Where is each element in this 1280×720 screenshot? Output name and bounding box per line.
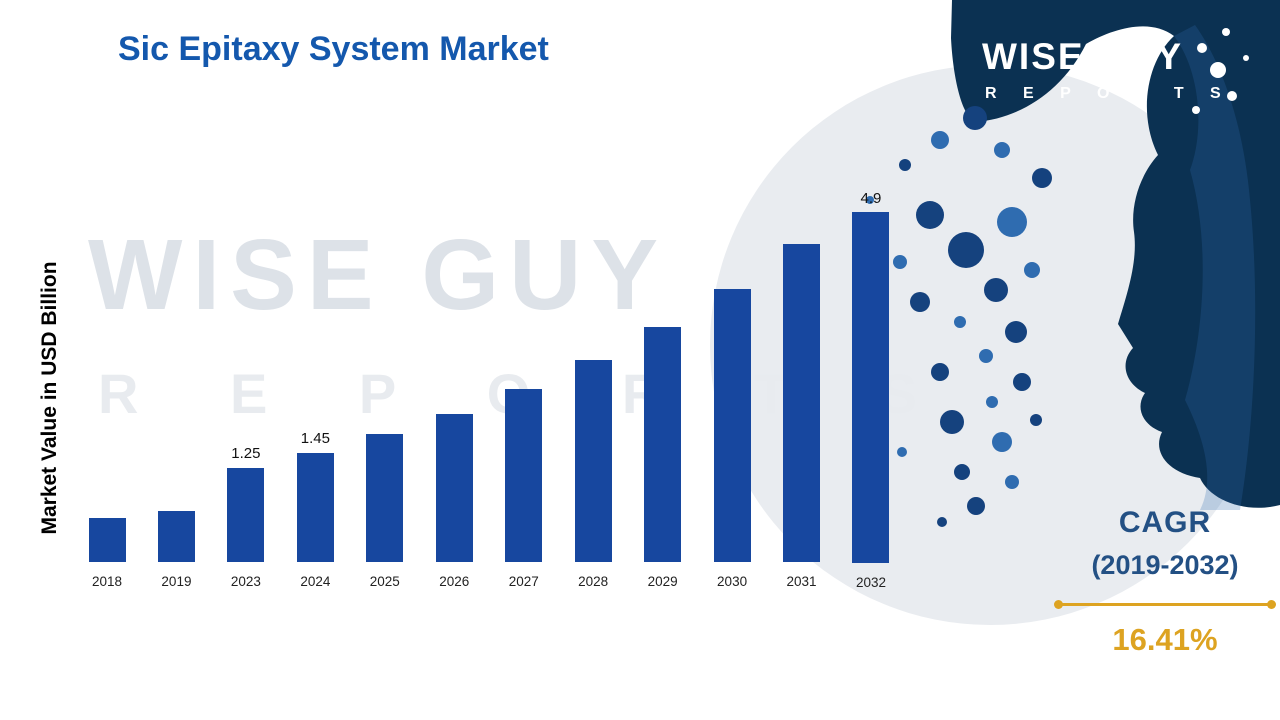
dot-pattern bbox=[866, 106, 1052, 527]
cagr-label: CAGR bbox=[1118, 506, 1212, 539]
x-tick-2029: 2029 bbox=[647, 574, 678, 589]
bar-2018 bbox=[88, 518, 126, 562]
x-tick-2018: 2018 bbox=[91, 574, 123, 589]
bar-col-2024: 1.45 2024 bbox=[286, 190, 344, 590]
bar-2031 bbox=[783, 244, 821, 562]
bar-col-2019: 2019 bbox=[147, 190, 205, 590]
face-profile-icon bbox=[951, 0, 1280, 508]
bar-col-2027: 2027 bbox=[495, 190, 553, 590]
bar-col-2026: 2026 bbox=[425, 190, 483, 590]
cagr-value: 16.41% bbox=[1112, 622, 1218, 657]
bar-col-2028: 2028 bbox=[564, 190, 622, 590]
bar-col-2018: 2018 bbox=[78, 190, 136, 590]
x-tick-2027: 2027 bbox=[508, 574, 539, 589]
bar-2029 bbox=[644, 327, 682, 562]
logo-dot-pattern bbox=[1192, 28, 1249, 114]
bar-chart: 2018 2019 1.25 2023 1.45 2024 2025 2026 2027 2028… bbox=[78, 190, 900, 620]
divider-dot-left bbox=[1054, 600, 1063, 609]
bar-col-2030: 2030 bbox=[703, 190, 761, 590]
x-tick-2023: 2023 bbox=[230, 574, 261, 589]
bar-2023 bbox=[227, 468, 265, 562]
bar-2027 bbox=[505, 389, 543, 562]
bar-2030 bbox=[713, 289, 751, 562]
bar-2032 bbox=[852, 212, 890, 563]
divider-dot-right bbox=[1267, 600, 1276, 609]
bar-col-2031: 2031 bbox=[773, 190, 831, 590]
logo: WISE GUY R E P O R T S bbox=[982, 36, 1232, 103]
bar-2019 bbox=[157, 511, 195, 562]
x-tick-2019: 2019 bbox=[161, 574, 192, 589]
bar-2025 bbox=[366, 434, 404, 562]
logo-wiseguy: WISE GUY bbox=[982, 36, 1184, 77]
x-tick-2026: 2026 bbox=[439, 574, 470, 589]
bar-col-2029: 2029 bbox=[634, 190, 692, 590]
cagr-block: CAGR (2019-2032) 16.41% bbox=[1052, 506, 1278, 658]
bar-value-label: 1.25 bbox=[231, 445, 261, 462]
y-axis-label: Market Value in USD Billion bbox=[38, 261, 61, 535]
bar-col-2032: 4.9 2032 bbox=[842, 190, 900, 590]
x-tick-2028: 2028 bbox=[578, 574, 609, 589]
bar-value-label: 4.9 bbox=[860, 190, 882, 207]
x-tick-2030: 2030 bbox=[717, 574, 748, 589]
bar-2028 bbox=[574, 360, 612, 562]
x-tick-2025: 2025 bbox=[369, 574, 400, 589]
logo-reports: R E P O R T S bbox=[985, 85, 1232, 102]
x-tick-2031: 2031 bbox=[786, 574, 817, 589]
bar-2026 bbox=[435, 414, 473, 562]
bar-col-2025: 2025 bbox=[356, 190, 414, 590]
bar-value-label: 1.45 bbox=[300, 430, 330, 447]
bar-col-2023: 1.25 2023 bbox=[217, 190, 275, 590]
bars: 2018 2019 1.25 2023 1.45 2024 2025 2026 2027 2028… bbox=[78, 190, 900, 590]
x-tick-2032: 2032 bbox=[855, 574, 886, 590]
cagr-divider bbox=[1054, 600, 1276, 609]
page-title: Sic Epitaxy System Market bbox=[118, 30, 549, 68]
bar-2024 bbox=[296, 453, 334, 562]
background-circle bbox=[710, 65, 1270, 625]
watermark-wiseguy: WISE GUY bbox=[88, 219, 669, 331]
cagr-range: (2019-2032) bbox=[1091, 550, 1239, 580]
x-tick-2024: 2024 bbox=[300, 574, 331, 589]
